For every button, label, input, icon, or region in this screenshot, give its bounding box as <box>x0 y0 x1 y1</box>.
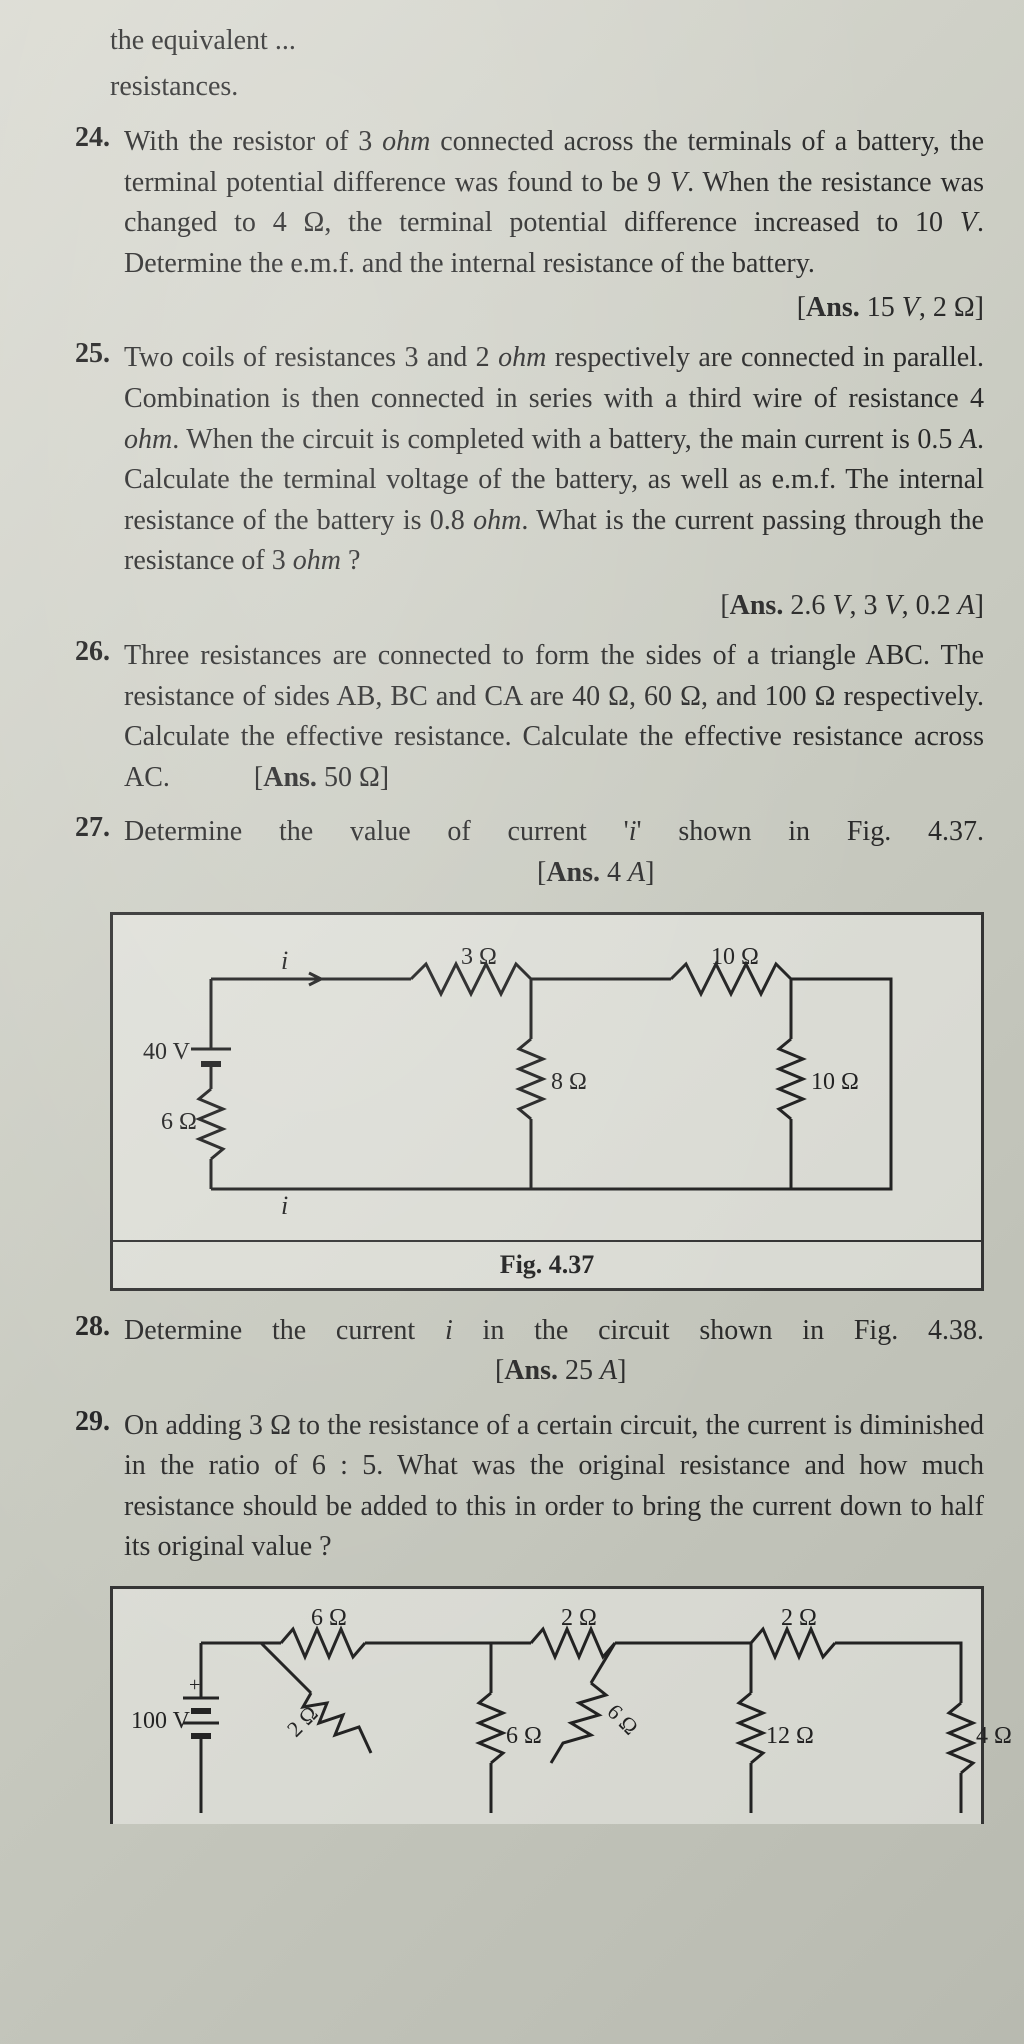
label-100v: 100 V <box>131 1708 191 1734</box>
problem-text: Determine the current i in the circuit s… <box>124 1311 984 1392</box>
label-6ohm-a: 6 Ω <box>311 1605 347 1631</box>
circuit-diagram-438: 6 Ω 2 Ω 2 Ω 100 V 2 Ω 6 Ω 6 Ω 12 Ω 4 Ω + <box>131 1603 1011 1813</box>
label-8ohm: 8 Ω <box>551 1069 587 1095</box>
label-6ohm-c: 6 Ω <box>602 1699 643 1740</box>
label-10ohm-s: 10 Ω <box>711 944 759 970</box>
answer-24: [Ans. 15 V, 2 Ω] <box>50 292 984 324</box>
problem-number: 26. <box>50 636 124 798</box>
problem-text: Two coils of resistances 3 and 2 ohm res… <box>124 338 984 582</box>
figure-4-37: i i 3 Ω 10 Ω 40 V 6 Ω 8 Ω 10 Ω Fig. 4.37 <box>110 912 984 1291</box>
label-i-top: i <box>281 946 288 975</box>
problem-number: 28. <box>50 1311 124 1392</box>
problem-25: 25. Two coils of resistances 3 and 2 ohm… <box>50 338 984 582</box>
problem-28: 28. Determine the current i in the circu… <box>50 1311 984 1392</box>
problem-number: 25. <box>50 338 124 582</box>
problem-number: 27. <box>50 812 124 893</box>
problem-24: 24. With the resistor of 3 ohm connected… <box>50 122 984 284</box>
label-3ohm: 3 Ω <box>461 944 497 970</box>
label-10ohm-p: 10 Ω <box>811 1069 859 1095</box>
figure-caption: Fig. 4.37 <box>113 1240 981 1288</box>
problem-text: Determine the value of current 'i' shown… <box>124 812 984 893</box>
label-2ohm-c: 2 Ω <box>282 1701 323 1742</box>
circuit-diagram-437: i i 3 Ω 10 Ω 40 V 6 Ω 8 Ω 10 Ω <box>131 929 951 1229</box>
partial-text-2: resistances. <box>110 66 984 108</box>
figure-4-38: 6 Ω 2 Ω 2 Ω 100 V 2 Ω 6 Ω 6 Ω 12 Ω 4 Ω + <box>110 1586 984 1824</box>
problem-text: Three resistances are connected to form … <box>124 636 984 798</box>
label-plus: + <box>189 1674 200 1696</box>
problem-29: 29. On adding 3 Ω to the resistance of a… <box>50 1406 984 1568</box>
problem-27: 27. Determine the value of current 'i' s… <box>50 812 984 893</box>
label-12ohm: 12 Ω <box>766 1723 814 1749</box>
problem-number: 29. <box>50 1406 124 1568</box>
partial-text-1: the equivalent ... <box>110 20 984 62</box>
label-4ohm: 4 Ω <box>976 1723 1011 1749</box>
answer-25: [Ans. 2.6 V, 3 V, 0.2 A] <box>50 590 984 622</box>
problem-text: With the resistor of 3 ohm connected acr… <box>124 122 984 284</box>
label-6ohm: 6 Ω <box>161 1109 197 1135</box>
problem-number: 24. <box>50 122 124 284</box>
textbook-page: the equivalent ... resistances. 24. With… <box>0 0 1024 2044</box>
label-6ohm-b: 6 Ω <box>506 1723 542 1749</box>
label-2ohm-b: 2 Ω <box>781 1605 817 1631</box>
label-2ohm-a: 2 Ω <box>561 1605 597 1631</box>
label-40v: 40 V <box>143 1039 191 1065</box>
label-i-bot: i <box>281 1191 288 1220</box>
problem-26: 26. Three resistances are connected to f… <box>50 636 984 798</box>
problem-text: On adding 3 Ω to the resistance of a cer… <box>124 1406 984 1568</box>
